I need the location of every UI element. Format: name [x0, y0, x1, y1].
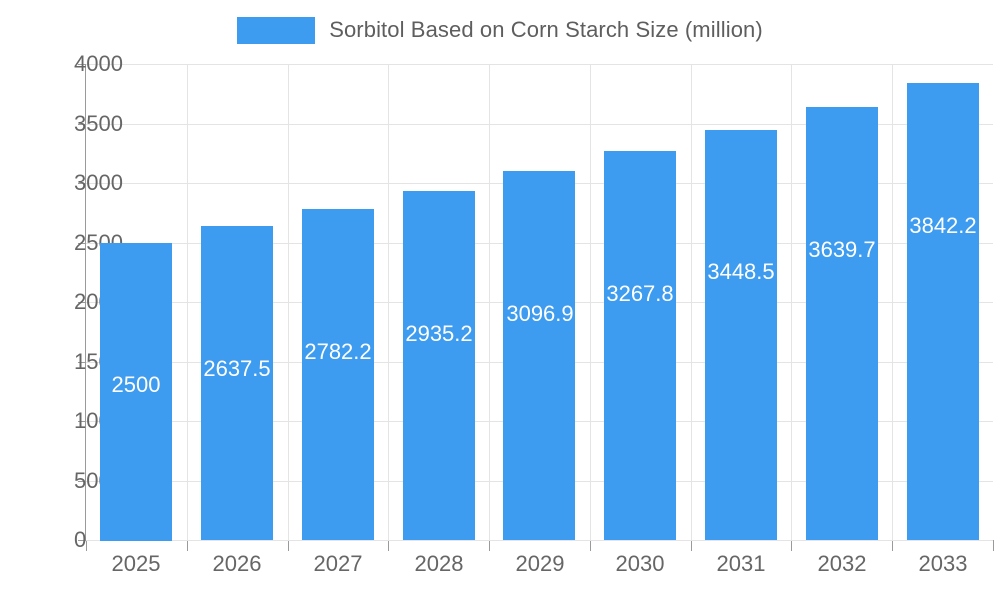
x-axis-tick-label: 2028: [414, 551, 464, 576]
chart-legend: Sorbitol Based on Corn Starch Size (mill…: [0, 12, 1000, 48]
x-axis-tick-mark: [187, 541, 188, 551]
x-axis-tick-label: 2033: [918, 551, 968, 576]
y-axis-tick-mark: [78, 183, 86, 184]
x-axis-tick-label: 2029: [515, 551, 565, 576]
bar[interactable]: [503, 171, 575, 540]
y-axis-tick-mark: [78, 242, 86, 244]
bar[interactable]: [403, 191, 475, 540]
gridline-vertical: [388, 64, 389, 540]
y-axis-tick-mark: [78, 480, 86, 482]
y-axis-tick-mark: [78, 421, 86, 422]
bar[interactable]: [201, 226, 273, 540]
legend-label: Sorbitol Based on Corn Starch Size (mill…: [329, 17, 763, 42]
x-axis-tick-mark: [691, 541, 692, 551]
gridline-vertical: [791, 64, 792, 540]
x-axis-tick-label: 2032: [817, 551, 867, 576]
gridline-vertical: [892, 64, 893, 540]
x-axis-tick-label: 2030: [615, 551, 665, 576]
x-axis-tick-label: 2026: [212, 551, 262, 576]
x-axis-tick-mark: [388, 541, 389, 551]
y-axis-tick-mark: [78, 540, 86, 541]
x-axis-tick-mark: [86, 541, 87, 551]
plot-area: 0 500 1000 1500 2000 2500 3000 3500 4000 2025 202…: [74, 51, 994, 576]
x-axis-tick-mark: [791, 541, 792, 551]
y-axis-tick-mark: [78, 64, 86, 65]
y-axis-tick-mark: [78, 302, 86, 303]
bar[interactable]: [100, 243, 172, 541]
x-axis-tick-mark: [892, 541, 893, 551]
gridline-horizontal: [86, 64, 993, 65]
y-axis-tick-mark: [78, 361, 86, 363]
bar[interactable]: [806, 107, 878, 540]
bar[interactable]: [302, 209, 374, 540]
bar[interactable]: [705, 130, 777, 540]
legend-color-swatch: [237, 16, 316, 44]
x-axis-tick-mark: [288, 541, 289, 551]
x-axis-tick-mark: [590, 541, 591, 551]
x-axis-tick-mark: [993, 541, 994, 551]
gridline-vertical: [590, 64, 591, 540]
x-axis-tick-label: 2027: [313, 551, 363, 576]
y-axis-tick-mark: [78, 123, 86, 125]
gridline-vertical: [187, 64, 188, 540]
gridline-vertical: [288, 64, 289, 540]
x-axis-tick-label: 2031: [716, 551, 766, 576]
bar[interactable]: [604, 151, 676, 540]
x-axis-tick-label: 2025: [111, 551, 161, 576]
gridline-vertical: [691, 64, 692, 540]
bar[interactable]: [907, 83, 979, 540]
gridline-horizontal: [86, 123, 993, 125]
x-axis-tick-mark: [489, 541, 490, 551]
gridline-horizontal: [86, 540, 993, 541]
gridline-vertical: [489, 64, 490, 540]
